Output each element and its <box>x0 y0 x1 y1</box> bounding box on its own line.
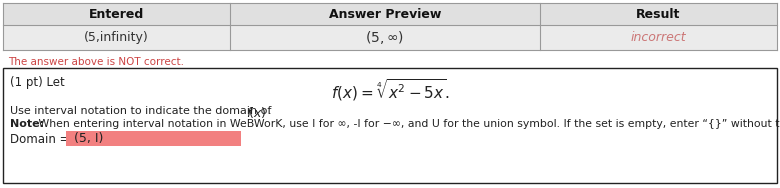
Text: incorrect: incorrect <box>631 31 686 44</box>
Text: $f\!\left(x\right)$: $f\!\left(x\right)$ <box>246 105 267 120</box>
Bar <box>3 3 777 25</box>
Text: Answer Preview: Answer Preview <box>329 8 441 20</box>
Bar <box>66 131 241 146</box>
Text: (1 pt) Let: (1 pt) Let <box>10 76 65 89</box>
Text: $(5, \infty)$: $(5, \infty)$ <box>366 29 405 46</box>
Text: Entered: Entered <box>89 8 144 20</box>
Text: (5, I): (5, I) <box>74 132 104 145</box>
Text: $f(x) = \sqrt[4]{x^2 - 5x}.$: $f(x) = \sqrt[4]{x^2 - 5x}.$ <box>331 77 449 103</box>
Text: Result: Result <box>636 8 681 20</box>
Text: Use interval notation to indicate the domain of: Use interval notation to indicate the do… <box>10 106 275 116</box>
Text: Domain =: Domain = <box>10 133 69 146</box>
Text: (5,infinity): (5,infinity) <box>84 31 149 44</box>
Text: Note:: Note: <box>10 119 44 129</box>
Bar <box>3 25 777 50</box>
Text: .: . <box>268 106 271 116</box>
Text: When entering interval notation in WeBWorK, use I for ∞, -I for −∞, and U for th: When entering interval notation in WeBWo… <box>35 119 780 129</box>
Text: The answer above is NOT correct.: The answer above is NOT correct. <box>8 57 184 67</box>
Bar <box>3 68 777 183</box>
